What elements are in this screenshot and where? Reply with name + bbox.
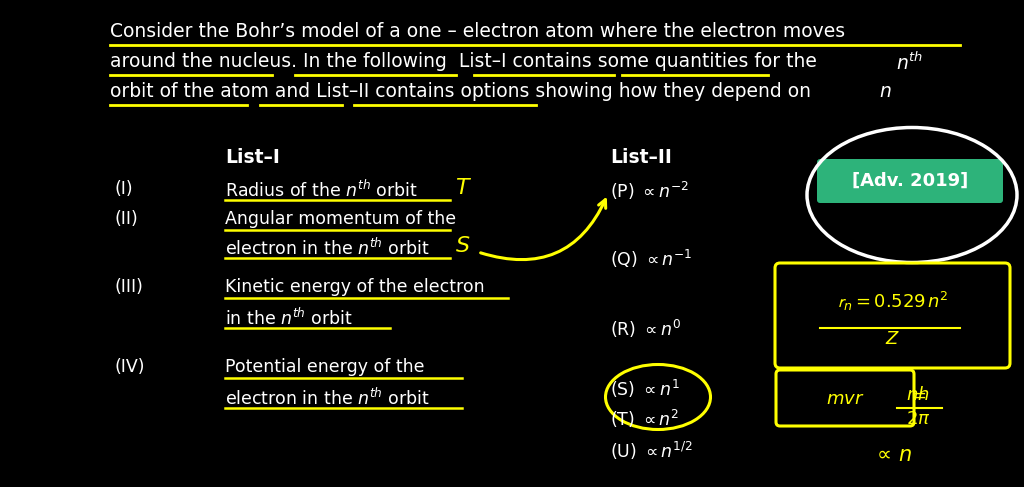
Text: $n^{th}$: $n^{th}$ (896, 52, 924, 74)
Text: electron in the $n^{th}$ orbit: electron in the $n^{th}$ orbit (225, 388, 430, 409)
Text: Potential energy of the: Potential energy of the (225, 358, 425, 376)
Text: (S) $\propto n^{1}$: (S) $\propto n^{1}$ (610, 378, 680, 400)
Text: (III): (III) (115, 278, 144, 296)
Text: orbit of the atom and List–II contains options showing how they depend on: orbit of the atom and List–II contains o… (110, 82, 817, 101)
Text: Kinetic energy of the electron: Kinetic energy of the electron (225, 278, 484, 296)
FancyBboxPatch shape (817, 159, 1002, 203)
Text: (P) $\propto n^{-2}$: (P) $\propto n^{-2}$ (610, 180, 689, 202)
Text: electron in the $n^{th}$ orbit: electron in the $n^{th}$ orbit (225, 238, 430, 259)
Text: $Z$: $Z$ (886, 330, 900, 348)
Text: Angular momentum of the: Angular momentum of the (225, 210, 456, 228)
Text: (R) $\propto n^{0}$: (R) $\propto n^{0}$ (610, 318, 681, 340)
Text: [Adv. 2019]: [Adv. 2019] (852, 172, 968, 190)
Text: (IV): (IV) (115, 358, 145, 376)
Text: (I): (I) (115, 180, 133, 198)
Text: (U) $\propto n^{1/2}$: (U) $\propto n^{1/2}$ (610, 440, 692, 462)
Text: in the $n^{th}$ orbit: in the $n^{th}$ orbit (225, 308, 352, 329)
Text: List–I: List–I (225, 148, 280, 167)
Text: List–II: List–II (610, 148, 672, 167)
Text: Radius of the $n^{th}$ orbit: Radius of the $n^{th}$ orbit (225, 180, 418, 201)
Text: (Q) $\propto n^{-1}$: (Q) $\propto n^{-1}$ (610, 248, 692, 270)
FancyArrowPatch shape (480, 200, 605, 260)
Text: around the nucleus. In the following  List–I contains some quantities for the: around the nucleus. In the following Lis… (110, 52, 823, 71)
Text: $S$: $S$ (455, 236, 470, 256)
Text: $=$: $=$ (908, 386, 927, 404)
Text: $mvr$: $mvr$ (825, 390, 864, 408)
Text: $n$: $n$ (879, 82, 892, 101)
Text: $T$: $T$ (455, 178, 472, 198)
Text: (T) $\propto n^{2}$: (T) $\propto n^{2}$ (610, 408, 679, 430)
Text: $\propto\, n$: $\propto\, n$ (872, 445, 912, 465)
Text: $\mathcal{r}_n = 0.529\,n^2$: $\mathcal{r}_n = 0.529\,n^2$ (838, 290, 949, 313)
Text: $nh$: $nh$ (906, 386, 930, 404)
Text: (II): (II) (115, 210, 138, 228)
Text: Consider the Bohr’s model of a one – electron atom where the electron moves: Consider the Bohr’s model of a one – ele… (110, 22, 845, 41)
Text: $2\pi$: $2\pi$ (906, 410, 930, 428)
